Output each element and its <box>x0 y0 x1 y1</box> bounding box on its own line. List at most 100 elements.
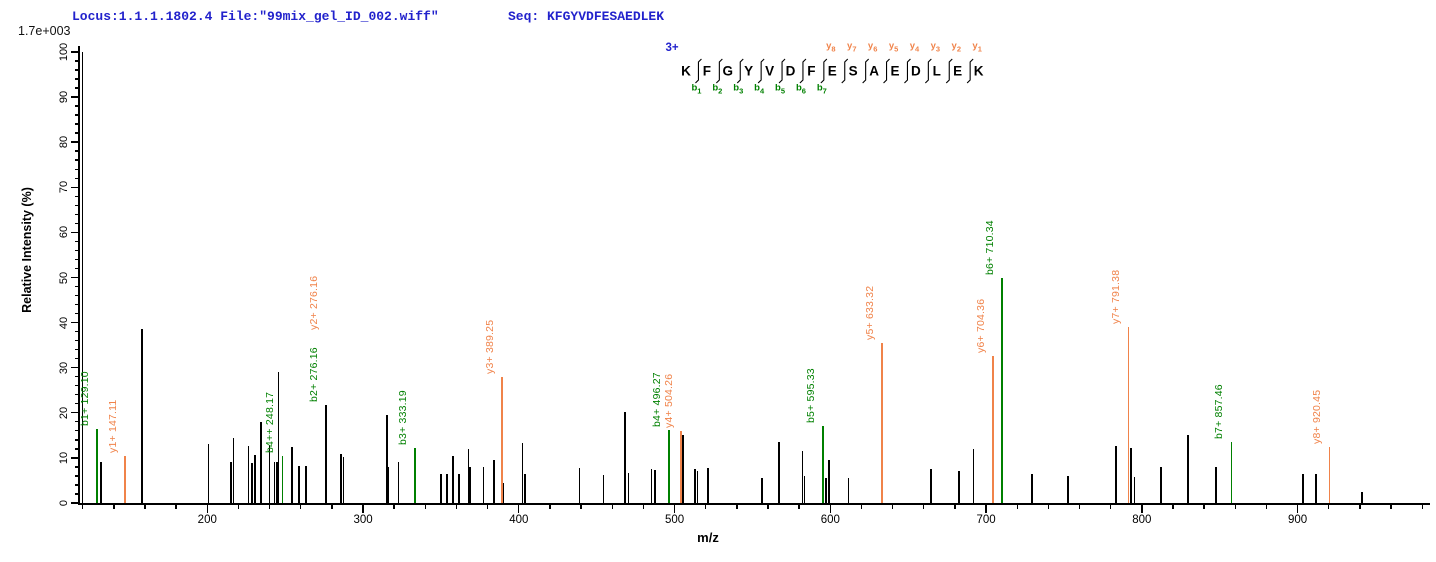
peak-line <box>268 444 271 503</box>
y-tick <box>74 439 78 441</box>
peak-line <box>1031 473 1033 503</box>
peak-line <box>469 466 471 503</box>
y-tick <box>74 484 78 486</box>
y-axis-line <box>78 46 80 503</box>
residue-letter: E <box>827 63 837 79</box>
peak-line <box>1067 475 1069 503</box>
peak-line <box>958 471 960 503</box>
x-tick <box>81 504 84 509</box>
y-tick-label: 80 <box>58 136 70 149</box>
y-tick-label: 100 <box>58 42 70 62</box>
y-tick <box>74 195 78 197</box>
y-tick <box>74 394 78 396</box>
peak-line <box>275 462 278 503</box>
y-tick <box>74 403 78 405</box>
peak-line <box>232 437 235 503</box>
y-tick <box>74 267 78 270</box>
peak-line <box>141 329 143 503</box>
peak-label: y2+ 276.16 <box>307 275 320 331</box>
peak-line <box>627 472 630 503</box>
y-tick <box>74 493 78 495</box>
y-ion-label: y7 <box>847 40 857 54</box>
peak-line <box>680 430 682 503</box>
peak-line <box>624 411 626 503</box>
peak-line <box>1187 435 1190 503</box>
x-tick <box>549 504 551 509</box>
y-tick <box>74 375 78 378</box>
residue-letter: K <box>681 63 691 79</box>
residue-letter: S <box>848 63 858 79</box>
peak-label: y1+ 147.11 <box>106 399 119 453</box>
x-tick <box>1265 504 1268 509</box>
y-tick <box>71 321 78 324</box>
y-tick-label: 60 <box>58 226 70 239</box>
residue-letter: E <box>890 63 900 79</box>
y-axis-title: Relative Intensity (%) <box>20 187 34 313</box>
peak-line <box>1160 466 1162 503</box>
peak-label: b3+ 333.19 <box>396 390 409 445</box>
x-tick <box>486 504 489 509</box>
y-tick <box>74 330 78 333</box>
peak-label: y5+ 633.32 <box>864 285 877 340</box>
b-ion-label: b7 <box>816 82 827 96</box>
y-tick <box>71 51 78 53</box>
x-tick-label: 200 <box>197 514 217 526</box>
x-tick <box>175 504 177 509</box>
x-axis-title: m/z <box>697 530 719 545</box>
b-ion-label: b4 <box>754 82 765 96</box>
peak-line <box>822 426 824 503</box>
peak-line <box>385 414 388 503</box>
x-tick-label: 900 <box>1288 514 1308 526</box>
y-tick <box>74 222 78 225</box>
peak-line <box>339 453 342 503</box>
peak-line <box>493 460 495 503</box>
peak-line <box>696 471 699 503</box>
peak-line <box>682 435 685 503</box>
peak-line <box>305 465 307 503</box>
b-ion-label: b2 <box>712 82 723 96</box>
residue-letter: Y <box>744 63 754 79</box>
sequence-header-text: Seq: KFGYVDFESAEDLEK <box>508 9 665 24</box>
peak-label: b4+ 496.27 <box>650 372 663 427</box>
peak-line <box>482 466 485 503</box>
peak-line <box>1130 447 1132 503</box>
peak-line <box>694 469 696 503</box>
x-tick <box>518 504 520 513</box>
peak-line <box>1315 473 1317 503</box>
y-tick <box>74 475 78 477</box>
peak-line <box>1001 277 1003 503</box>
x-tick <box>580 504 582 509</box>
peak-line <box>230 461 232 503</box>
x-tick <box>1359 504 1361 509</box>
y-ion-label: y5 <box>888 40 899 54</box>
y-tick <box>74 60 78 62</box>
y-tick <box>74 312 78 315</box>
y-tick <box>74 150 78 152</box>
peak-line <box>972 448 975 503</box>
peak-line <box>81 52 84 503</box>
y-ion-label: y3 <box>930 40 941 54</box>
peak-line <box>521 443 524 503</box>
peak-line <box>124 455 126 503</box>
y-tick-label: 50 <box>58 271 70 284</box>
x-tick <box>393 504 395 509</box>
y-tick-label: 70 <box>58 181 70 194</box>
residue-letter: D <box>785 63 796 79</box>
x-tick <box>206 504 208 513</box>
peak-line <box>247 445 250 503</box>
y-tick-label: 0 <box>58 499 70 507</box>
peak-line <box>1215 466 1217 503</box>
peak-line <box>828 460 830 503</box>
x-tick-label: 600 <box>820 514 840 526</box>
residue-letter: G <box>722 63 734 79</box>
y-tick <box>74 123 78 125</box>
peak-label: y6+ 704.36 <box>974 299 987 354</box>
peak-line <box>650 469 653 503</box>
peak-label: b1+ 129.10 <box>78 370 91 426</box>
x-tick-label: 400 <box>509 514 529 526</box>
peak-line <box>761 478 764 503</box>
x-tick <box>767 504 769 509</box>
x-tick <box>113 504 115 509</box>
b-ion-label: b1 <box>691 82 702 96</box>
